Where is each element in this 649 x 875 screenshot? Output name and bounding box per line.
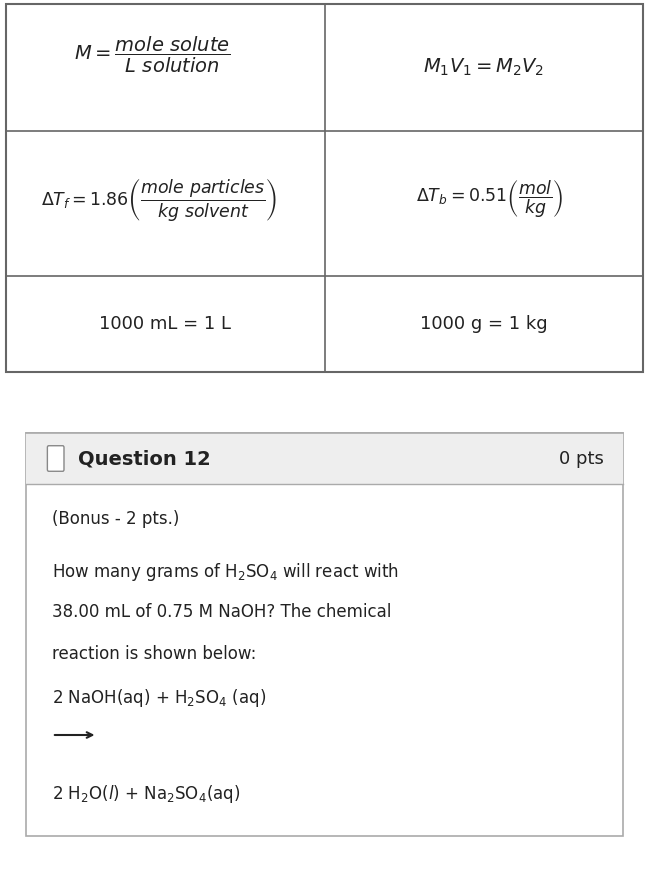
Text: reaction is shown below:: reaction is shown below: (52, 645, 256, 663)
FancyBboxPatch shape (26, 433, 623, 484)
Text: How many grams of H$_2$SO$_4$ will react with: How many grams of H$_2$SO$_4$ will react… (52, 561, 399, 583)
FancyBboxPatch shape (6, 4, 643, 372)
Text: 1000 g = 1 kg: 1000 g = 1 kg (420, 315, 547, 332)
Text: $\Delta T_b = 0.51\left(\dfrac{\mathit{mol}}{\mathit{kg}}\right)$: $\Delta T_b = 0.51\left(\dfrac{\mathit{m… (417, 178, 563, 220)
Text: Question 12: Question 12 (78, 449, 211, 468)
FancyBboxPatch shape (26, 433, 623, 836)
FancyBboxPatch shape (47, 445, 64, 472)
Text: 0 pts: 0 pts (559, 450, 604, 467)
Text: 1000 mL = 1 L: 1000 mL = 1 L (99, 315, 232, 332)
Text: $M = \dfrac{\mathit{mole\ solute}}{\mathit{L\ solution}}$: $M = \dfrac{\mathit{mole\ solute}}{\math… (74, 35, 231, 74)
Text: (Bonus - 2 pts.): (Bonus - 2 pts.) (52, 510, 179, 528)
Text: $M_1V_1 = M_2V_2$: $M_1V_1 = M_2V_2$ (423, 57, 544, 79)
Text: $\Delta T_f = 1.86\left(\dfrac{\mathit{mole\ particles}}{\mathit{kg\ solvent}}\r: $\Delta T_f = 1.86\left(\dfrac{\mathit{m… (41, 176, 277, 222)
Text: 2 H$_2$O($l$) + Na$_2$SO$_4$(aq): 2 H$_2$O($l$) + Na$_2$SO$_4$(aq) (52, 783, 240, 805)
Text: 38.00 mL of 0.75 M NaOH? The chemical: 38.00 mL of 0.75 M NaOH? The chemical (52, 603, 391, 621)
Text: 2 NaOH(aq) + H$_2$SO$_4$ (aq): 2 NaOH(aq) + H$_2$SO$_4$ (aq) (52, 687, 266, 709)
